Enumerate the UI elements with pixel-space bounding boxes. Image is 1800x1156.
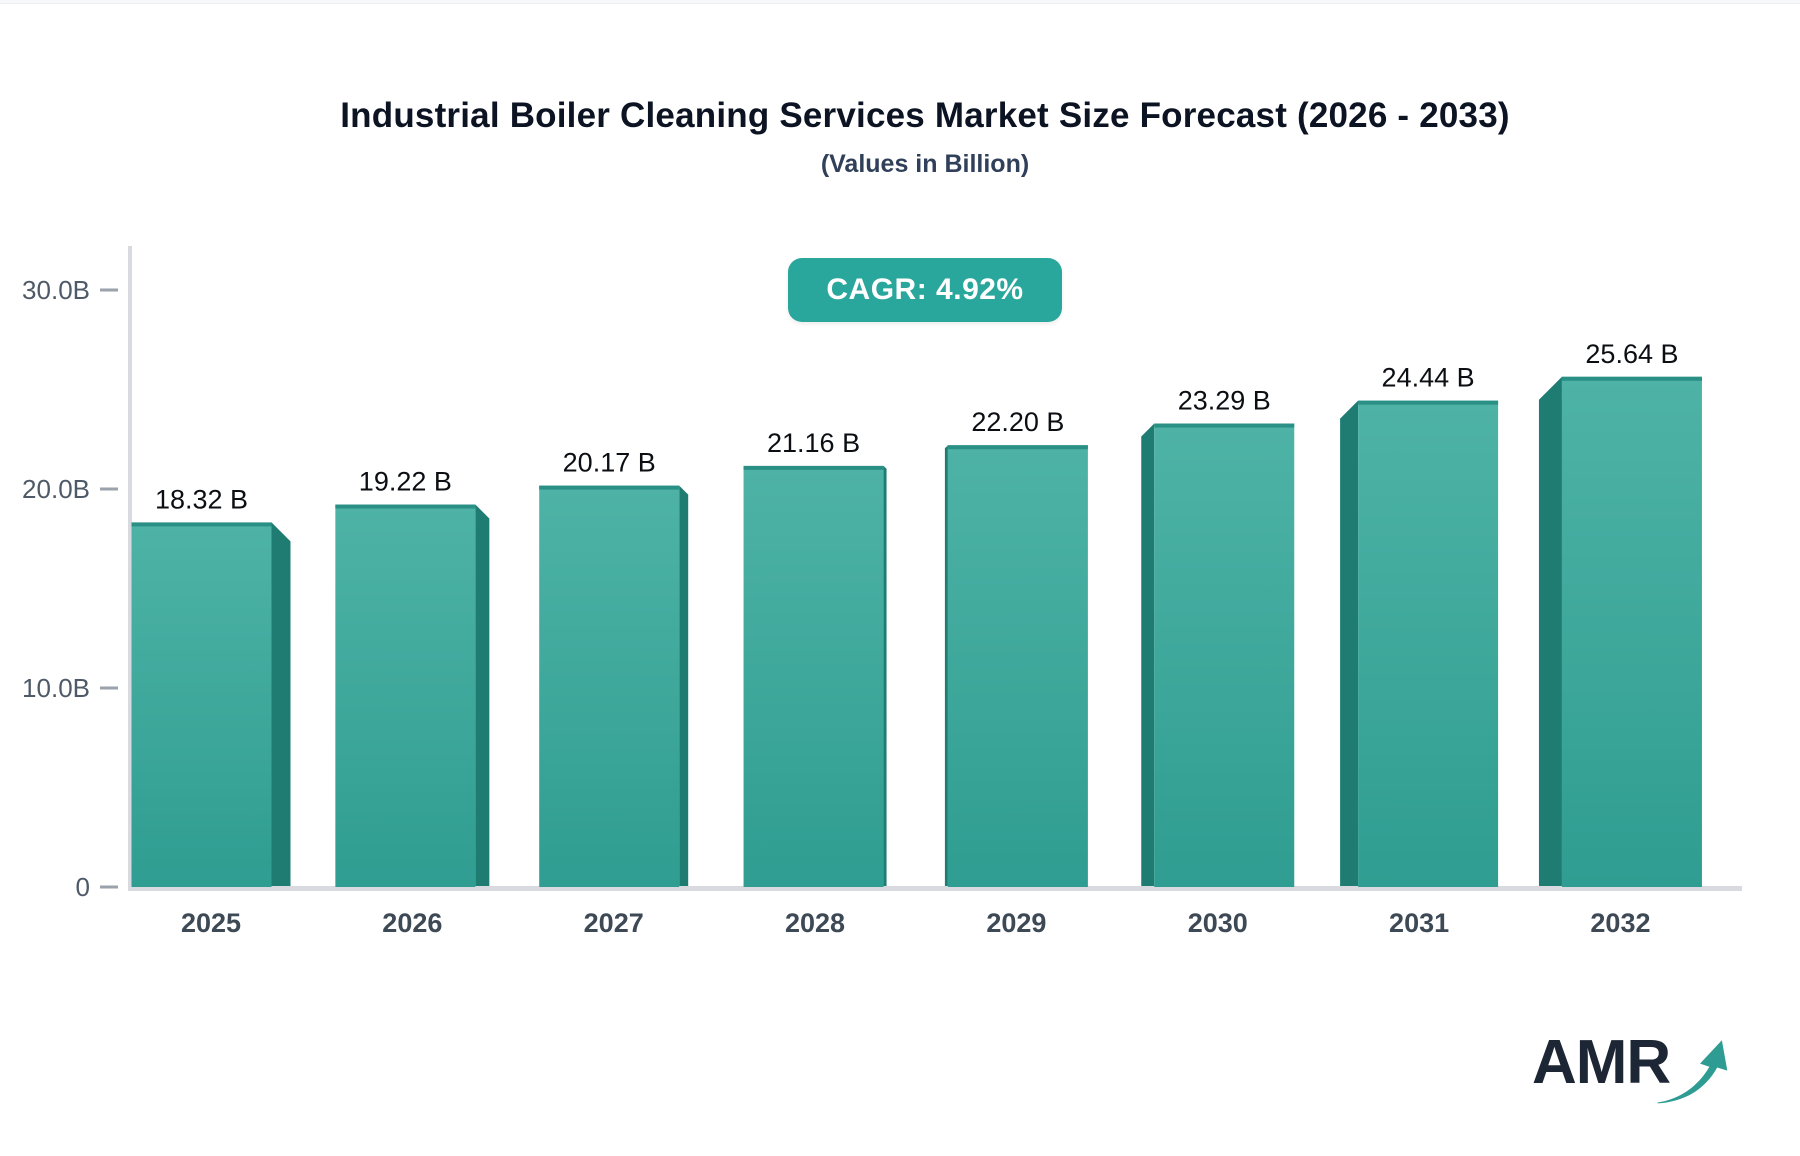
bar xyxy=(1561,376,1702,887)
bar xyxy=(1154,423,1295,887)
x-tick-label: 2031 xyxy=(1389,908,1449,938)
bar-value-label: 18.32 B xyxy=(155,484,248,514)
bar-top-edge xyxy=(335,504,476,509)
bar-value-label: 22.20 B xyxy=(971,407,1064,437)
x-tick-label: 2028 xyxy=(785,908,845,938)
y-tick-dash xyxy=(100,288,118,292)
bar-top-edge xyxy=(1561,376,1702,381)
y-axis-line xyxy=(128,246,132,891)
y-tick-dash xyxy=(100,885,118,889)
bar-side-face xyxy=(271,522,291,886)
bar-top-edge xyxy=(131,522,272,527)
bar-side-face xyxy=(883,465,887,886)
y-tick-dash xyxy=(100,487,118,491)
x-tick-label: 2027 xyxy=(584,908,644,938)
cagr-badge-label: CAGR: 4.92% xyxy=(826,273,1024,306)
bar-top-edge xyxy=(539,485,680,490)
bar-side-face xyxy=(475,504,490,886)
y-tick-label: 20.0B xyxy=(22,474,90,504)
x-tick-label: 2029 xyxy=(986,908,1046,938)
x-axis-line xyxy=(128,886,1742,891)
bar-side-face xyxy=(1340,400,1359,886)
bar xyxy=(335,504,476,887)
bar-side-face xyxy=(1538,376,1562,886)
x-tick-label: 2030 xyxy=(1188,908,1248,938)
bar-value-label: 20.17 B xyxy=(563,448,656,478)
bar-value-label: 21.16 B xyxy=(767,428,860,458)
bar-side-face xyxy=(1141,423,1155,886)
y-tick-label: 0 xyxy=(76,872,90,902)
y-tick-label: 30.0B xyxy=(22,275,90,305)
bar-top-edge xyxy=(1358,400,1499,405)
amr-logo: AMR xyxy=(1532,1032,1732,1112)
trend-arrow-icon xyxy=(1657,1040,1728,1104)
bar-value-label: 19.22 B xyxy=(359,467,452,497)
bar xyxy=(1358,400,1499,887)
bar-top-edge xyxy=(743,465,884,470)
bar-side-face xyxy=(679,485,689,886)
x-tick-label: 2025 xyxy=(181,908,241,938)
y-tick-label: 10.0B xyxy=(22,673,90,703)
bar xyxy=(947,445,1088,887)
bar xyxy=(539,485,680,887)
bar xyxy=(131,522,272,887)
bar-value-label: 25.64 B xyxy=(1585,339,1678,369)
y-tick-dash xyxy=(100,686,118,690)
bar-side-face xyxy=(944,445,948,886)
top-border xyxy=(0,0,1800,4)
bar-top-edge xyxy=(947,445,1088,450)
bar xyxy=(743,465,884,887)
bar-top-edge xyxy=(1154,423,1295,428)
page-title: Industrial Boiler Cleaning Services Mark… xyxy=(340,96,1510,135)
x-tick-label: 2032 xyxy=(1590,908,1650,938)
bar-value-label: 24.44 B xyxy=(1382,363,1475,393)
page-subtitle: (Values in Billion) xyxy=(820,150,1030,178)
x-tick-label: 2026 xyxy=(382,908,442,938)
bar-value-label: 23.29 B xyxy=(1178,386,1271,416)
amr-logo-text: AMR xyxy=(1532,1028,1671,1097)
cagr-badge: CAGR: 4.92% xyxy=(788,258,1062,322)
